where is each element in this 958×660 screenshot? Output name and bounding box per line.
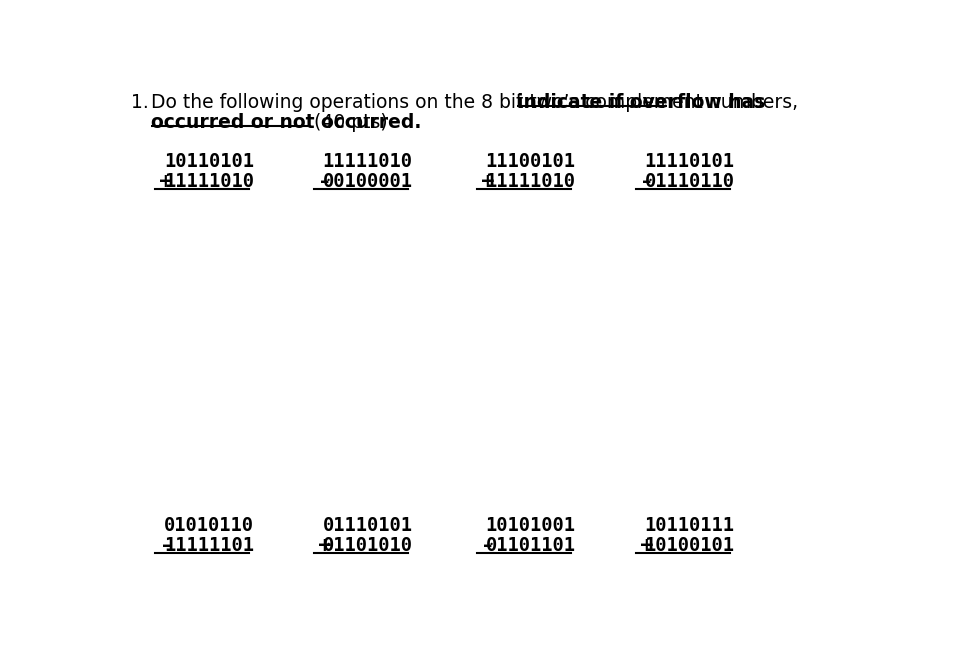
Text: –: – [483, 536, 492, 555]
Text: indicate if overflow has: indicate if overflow has [516, 93, 765, 112]
Text: 10101001: 10101001 [486, 516, 576, 535]
Text: +: + [639, 536, 654, 555]
Text: 11110101: 11110101 [645, 152, 735, 172]
Text: 10110111: 10110111 [645, 516, 735, 535]
Text: 01110101: 01110101 [323, 516, 413, 535]
Text: +: + [158, 172, 174, 191]
Text: 11100101: 11100101 [486, 152, 576, 172]
Text: 11111010: 11111010 [323, 152, 413, 172]
Text: –: – [642, 172, 651, 191]
Text: –: – [320, 172, 330, 191]
Text: 10100101: 10100101 [645, 536, 735, 555]
Text: 11111010: 11111010 [164, 172, 254, 191]
Text: 00100001: 00100001 [323, 172, 413, 191]
Text: 01101101: 01101101 [486, 536, 576, 555]
Text: occurred or not occurred.: occurred or not occurred. [150, 113, 422, 132]
Text: 01101010: 01101010 [323, 536, 413, 555]
Text: 11111101: 11111101 [164, 536, 254, 555]
Text: 1.: 1. [131, 93, 149, 112]
Text: +: + [317, 536, 333, 555]
Text: 01110110: 01110110 [645, 172, 735, 191]
Text: 10110101: 10110101 [164, 152, 254, 172]
Text: (40 pts): (40 pts) [308, 113, 387, 132]
Text: Do the following operations on the 8 bit two’s complement numbers,: Do the following operations on the 8 bit… [150, 93, 804, 112]
Text: 11111010: 11111010 [486, 172, 576, 191]
Text: 01010110: 01010110 [164, 516, 254, 535]
Text: +: + [480, 172, 495, 191]
Text: –: – [162, 536, 171, 555]
